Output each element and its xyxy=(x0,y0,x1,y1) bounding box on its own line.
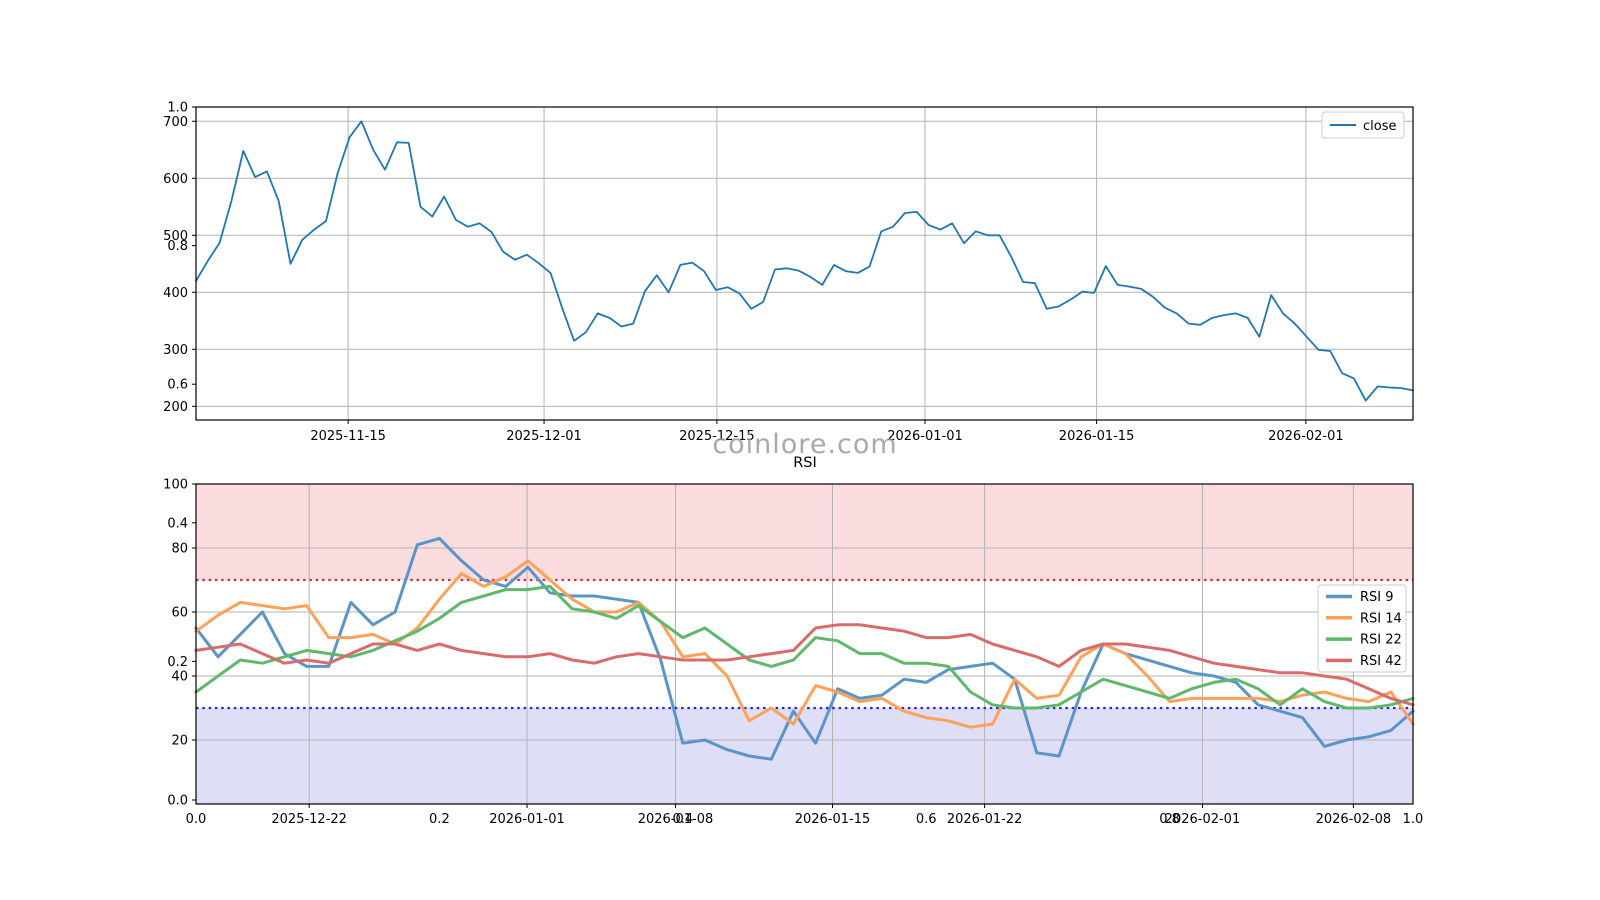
price-y-tick-label: 200 xyxy=(163,400,188,415)
rsi-axes-spine xyxy=(195,483,1414,805)
price-y-tick-label: 500 xyxy=(163,229,188,244)
price-x-tick-label: 2025-12-01 xyxy=(506,429,582,444)
overlay-x-tick-label: 0.2 xyxy=(429,812,450,827)
rsi-x-tick-label: 2026-02-08 xyxy=(1316,812,1392,827)
overlay-x-tick-label: 0.4 xyxy=(672,812,693,827)
rsi-legend: RSI 9 RSI 14 RSI 22 RSI 42 xyxy=(1317,584,1407,673)
price-x-tick-label: 2026-01-15 xyxy=(1059,429,1135,444)
rsi-x-tick-label: 2025-12-22 xyxy=(271,812,347,827)
rsi-x-tick-label: 2026-01-08 xyxy=(638,812,714,827)
rsi-42-line xyxy=(194,623,1415,707)
legend-box xyxy=(1317,584,1407,673)
close-line xyxy=(195,120,1414,402)
rsi-chart: 100 80 60 40 20 2025-12-22 2026-01-01 2026-01-0… xyxy=(163,478,1415,827)
overlay-y-tick-label: 0.8 xyxy=(167,239,188,254)
watermark: coinlore.com xyxy=(712,429,898,460)
price-x-tick-label: 2025-11-15 xyxy=(310,429,386,444)
overlay-x-tick-label: 0.8 xyxy=(1159,812,1180,827)
price-chart: 700 600 500 400 300 200 2025-11-15 2025-12-01 20… xyxy=(163,106,1414,444)
legend-label: RSI 9 xyxy=(1360,590,1394,605)
price-y-tick-label: 700 xyxy=(163,115,188,130)
rsi-22-line xyxy=(194,584,1415,710)
legend-box xyxy=(1321,111,1405,139)
price-x-tick-label: 2026-01-01 xyxy=(887,429,963,444)
rsi-x-tick-label: 2026-01-22 xyxy=(947,812,1023,827)
overlay-y-tick-label: 0.6 xyxy=(167,378,188,393)
legend-label: RSI 14 xyxy=(1360,611,1402,626)
oversold-band xyxy=(196,708,1413,804)
price-axes-spine xyxy=(195,106,1414,421)
rsi-y-tick-label: 20 xyxy=(171,734,188,749)
legend-label: close xyxy=(1363,119,1396,134)
price-y-tick-label: 600 xyxy=(163,172,188,187)
overlay-axis: 1.0 0.8 0.6 0.4 0.2 0.0 0.0 0.2 0.4 0.6 0.8 1.0 xyxy=(167,101,1423,828)
price-x-tick-label: 2025-12-15 xyxy=(679,429,755,444)
rsi-chart-title: RSI xyxy=(793,455,817,471)
rsi-y-tick-label: 80 xyxy=(171,542,188,557)
rsi-y-tick-label: 100 xyxy=(163,478,188,493)
overlay-y-tick-label: 1.0 xyxy=(167,101,188,116)
rsi-14-line xyxy=(194,559,1415,729)
price-x-tick-label: 2026-02-01 xyxy=(1268,429,1344,444)
price-legend: close xyxy=(1321,111,1405,139)
rsi-x-tick-label: 2026-01-01 xyxy=(489,812,565,827)
rsi-y-tick-label: 40 xyxy=(171,670,188,685)
legend-label: RSI 22 xyxy=(1360,633,1402,648)
rsi-x-tick-label: 2026-02-01 xyxy=(1165,812,1241,827)
overlay-y-tick-label: 0.4 xyxy=(167,516,188,531)
rsi-x-tick-label: 2026-01-15 xyxy=(795,812,871,827)
overlay-y-tick-label: 0.0 xyxy=(167,794,188,809)
overbought-band xyxy=(196,484,1413,580)
overlay-x-tick-label: 1.0 xyxy=(1403,812,1424,827)
price-y-tick-label: 400 xyxy=(163,286,188,301)
legend-label: RSI 42 xyxy=(1360,654,1402,669)
overlay-x-tick-label: 0.0 xyxy=(186,812,207,827)
price-y-tick-label: 300 xyxy=(163,343,188,358)
overlay-y-tick-label: 0.2 xyxy=(167,655,188,670)
rsi-y-tick-label: 60 xyxy=(171,606,188,621)
rsi-9-line xyxy=(194,536,1415,761)
overlay-x-tick-label: 0.6 xyxy=(916,812,937,827)
